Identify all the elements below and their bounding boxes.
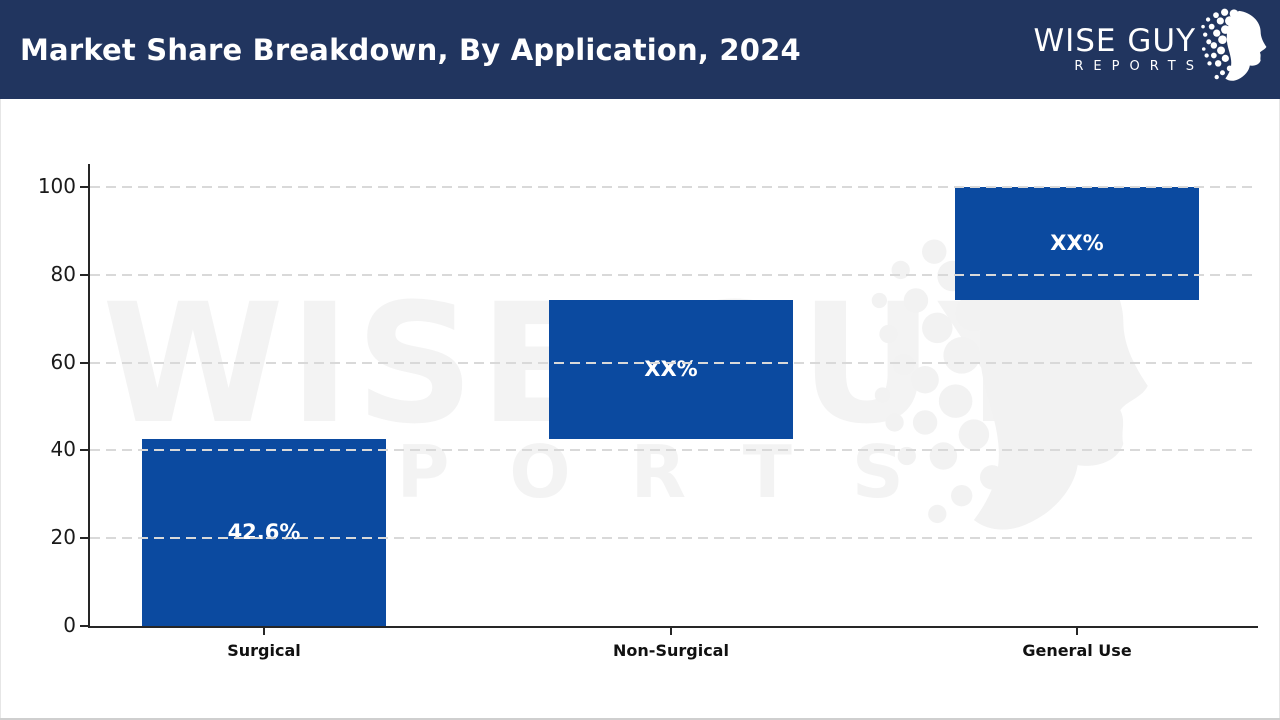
gridline-100 xyxy=(90,186,1258,188)
x-category-label-3: General Use xyxy=(1022,641,1132,660)
y-tick-label-40: 40 xyxy=(50,437,76,462)
x-tick-2 xyxy=(670,628,672,635)
y-tick-label-60: 60 xyxy=(50,349,76,374)
gridline-40 xyxy=(90,449,1258,452)
y-tick-100 xyxy=(80,186,88,188)
bar-value-label: XX% xyxy=(1050,231,1104,256)
bar-value-label: 42.6% xyxy=(227,520,301,545)
y-tick-label-20: 20 xyxy=(50,525,76,550)
y-tick-label-0: 0 xyxy=(63,613,76,637)
y-tick-60 xyxy=(80,361,88,364)
gridline-60 xyxy=(90,361,1258,364)
gridline-80 xyxy=(90,273,1258,276)
y-tick-40 xyxy=(80,449,88,452)
bar-surgical: 42.6% xyxy=(142,438,386,626)
wiseguy-logo-tagline: REPORTS xyxy=(1074,59,1204,75)
wiseguy-face-icon xyxy=(1201,8,1267,81)
y-tick-label-80: 80 xyxy=(50,261,76,286)
bar-non-surgical: XX% xyxy=(549,299,793,439)
wiseguy-logo-text: WISE GUY REPORTS xyxy=(1033,24,1196,74)
y-tick-label-100: 100 xyxy=(37,174,76,198)
gridline-20 xyxy=(90,537,1258,540)
x-category-label-1: Surgical xyxy=(227,641,301,660)
wiseguy-logo: WISE GUY REPORTS xyxy=(1033,7,1270,91)
y-tick-80 xyxy=(80,273,88,276)
x-tick-3 xyxy=(1076,628,1078,635)
header-bar: Market Share Breakdown, By Application, … xyxy=(0,0,1280,99)
bar-value-label: XX% xyxy=(644,357,698,382)
page-title: Market Share Breakdown, By Application, … xyxy=(20,32,801,67)
wiseguy-logo-name: WISE GUY xyxy=(1033,22,1196,59)
y-tick-0 xyxy=(80,625,88,627)
y-tick-20 xyxy=(80,537,88,540)
x-category-label-2: Non-Surgical xyxy=(613,641,729,660)
y-axis-line xyxy=(88,164,90,628)
x-tick-1 xyxy=(263,628,265,635)
x-axis-line xyxy=(88,626,1258,628)
bar-general-use: XX% xyxy=(955,187,1199,300)
